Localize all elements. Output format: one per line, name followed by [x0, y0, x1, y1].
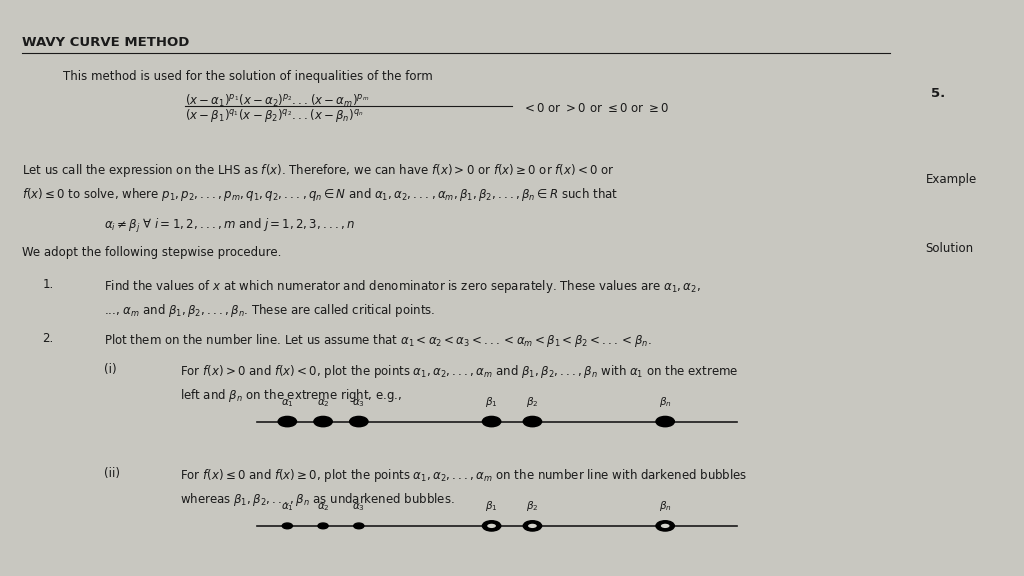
- Text: $\beta_2$: $\beta_2$: [526, 499, 539, 513]
- Text: whereas $\beta_1, \beta_2, ..., \beta_n$ as undarkened bubbles.: whereas $\beta_1, \beta_2, ..., \beta_n$…: [180, 491, 455, 509]
- Text: For $f(x) > 0$ and $f(x) < 0$, plot the points $\alpha_1, \alpha_2, ..., \alpha_: For $f(x) > 0$ and $f(x) < 0$, plot the …: [180, 363, 738, 380]
- Text: left and $\beta_n$ on the extreme right, e.g.,: left and $\beta_n$ on the extreme right,…: [180, 387, 402, 404]
- Text: $\beta_1$: $\beta_1$: [485, 395, 498, 409]
- Text: $\beta_2$: $\beta_2$: [526, 395, 539, 409]
- Text: $\alpha_2$: $\alpha_2$: [316, 397, 330, 409]
- Text: 5.: 5.: [931, 88, 945, 100]
- Text: For $f(x) \leq 0$ and $f(x) \geq 0$, plot the points $\alpha_1, \alpha_2, ..., \: For $f(x) \leq 0$ and $f(x) \geq 0$, plo…: [180, 467, 748, 484]
- Text: WAVY CURVE METHOD: WAVY CURVE METHOD: [22, 36, 189, 49]
- Text: Let us call the expression on the LHS as $f(x)$. Therefore, we can have $f(x) > : Let us call the expression on the LHS as…: [22, 162, 614, 179]
- Text: $\alpha_1$: $\alpha_1$: [281, 397, 294, 409]
- Circle shape: [314, 416, 332, 427]
- Text: This method is used for the solution of inequalities of the form: This method is used for the solution of …: [62, 70, 432, 83]
- Text: $(x-\alpha_1)^{p_1}(x-\alpha_2)^{p_2}...(x-\alpha_m)^{p_m}$: $(x-\alpha_1)^{p_1}(x-\alpha_2)^{p_2}...…: [185, 93, 370, 109]
- Text: Find the values of $x$ at which numerator and denominator is zero separately. Th: Find the values of $x$ at which numerato…: [103, 278, 700, 295]
- Text: $\alpha_3$: $\alpha_3$: [352, 397, 366, 409]
- Circle shape: [523, 416, 542, 427]
- Text: 1.: 1.: [42, 278, 53, 291]
- Circle shape: [482, 416, 501, 427]
- Text: $\alpha_1$: $\alpha_1$: [281, 502, 294, 513]
- Text: Plot them on the number line. Let us assume that $\alpha_1 < \alpha_2 < \alpha_3: Plot them on the number line. Let us ass…: [103, 332, 651, 348]
- Circle shape: [318, 523, 328, 529]
- Text: $\beta_n$: $\beta_n$: [658, 499, 672, 513]
- Text: $\alpha_2$: $\alpha_2$: [316, 502, 330, 513]
- Circle shape: [283, 523, 293, 529]
- Circle shape: [656, 521, 675, 531]
- Circle shape: [486, 523, 497, 529]
- Circle shape: [523, 521, 542, 531]
- Circle shape: [279, 416, 297, 427]
- Text: ..., $\alpha_m$ and $\beta_1, \beta_2, ..., \beta_n$. These are called critical : ..., $\alpha_m$ and $\beta_1, \beta_2, .…: [103, 302, 435, 319]
- Circle shape: [349, 416, 368, 427]
- Text: $\beta_1$: $\beta_1$: [485, 499, 498, 513]
- Text: Solution: Solution: [926, 242, 974, 255]
- Text: $\alpha_i \neq \beta_j$ $\forall$ $i = 1, 2, ..., m$ and $j = 1, 2, 3, ..., n$: $\alpha_i \neq \beta_j$ $\forall$ $i = 1…: [103, 218, 354, 236]
- Text: $\beta_n$: $\beta_n$: [658, 395, 672, 409]
- Text: $f(x) \leq 0$ to solve, where $p_1, p_2, ..., p_m, q_1, q_2, ..., q_n \in N$ and: $f(x) \leq 0$ to solve, where $p_1, p_2,…: [22, 186, 617, 203]
- Circle shape: [527, 523, 538, 529]
- Circle shape: [353, 523, 364, 529]
- Text: $< 0$ or $> 0$ or $\leq 0$ or $\geq 0$: $< 0$ or $> 0$ or $\leq 0$ or $\geq 0$: [522, 102, 670, 115]
- Circle shape: [656, 416, 675, 427]
- Text: 2.: 2.: [42, 332, 53, 344]
- Text: $(x-\beta_1)^{q_1}(x-\beta_2)^{q_2}...(x-\beta_n)^{q_n}$: $(x-\beta_1)^{q_1}(x-\beta_2)^{q_2}...(x…: [185, 108, 364, 124]
- Text: $\alpha_3$: $\alpha_3$: [352, 502, 366, 513]
- Text: We adopt the following stepwise procedure.: We adopt the following stepwise procedur…: [22, 246, 282, 259]
- Text: Example: Example: [926, 173, 977, 187]
- Text: (i): (i): [103, 363, 116, 376]
- Circle shape: [482, 521, 501, 531]
- Text: (ii): (ii): [103, 467, 120, 480]
- Circle shape: [660, 523, 671, 529]
